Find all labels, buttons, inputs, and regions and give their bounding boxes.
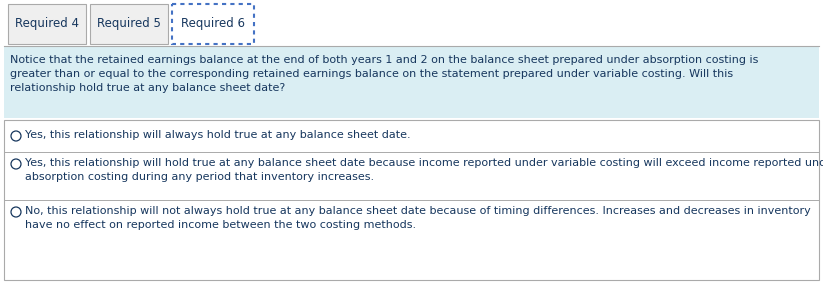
Text: have no effect on reported income between the two costing methods.: have no effect on reported income betwee… [25,220,416,230]
Circle shape [11,131,21,141]
Text: Yes, this relationship will hold true at any balance sheet date because income r: Yes, this relationship will hold true at… [25,158,823,168]
Text: Required 4: Required 4 [15,18,79,31]
Text: absorption costing during any period that inventory increases.: absorption costing during any period tha… [25,172,374,182]
FancyBboxPatch shape [8,4,86,44]
Circle shape [11,159,21,169]
Circle shape [11,207,21,217]
FancyBboxPatch shape [172,4,254,44]
Text: relationship hold true at any balance sheet date?: relationship hold true at any balance sh… [10,83,286,93]
Text: No, this relationship will not always hold true at any balance sheet date becaus: No, this relationship will not always ho… [25,206,811,216]
Text: Required 5: Required 5 [97,18,161,31]
Text: greater than or equal to the corresponding retained earnings balance on the stat: greater than or equal to the correspondi… [10,69,733,79]
Text: Yes, this relationship will always hold true at any balance sheet date.: Yes, this relationship will always hold … [25,130,411,140]
Text: Required 6: Required 6 [181,18,245,31]
Text: Notice that the retained earnings balance at the end of both years 1 and 2 on th: Notice that the retained earnings balanc… [10,55,758,65]
FancyBboxPatch shape [4,46,819,118]
FancyBboxPatch shape [4,120,819,280]
FancyBboxPatch shape [90,4,168,44]
